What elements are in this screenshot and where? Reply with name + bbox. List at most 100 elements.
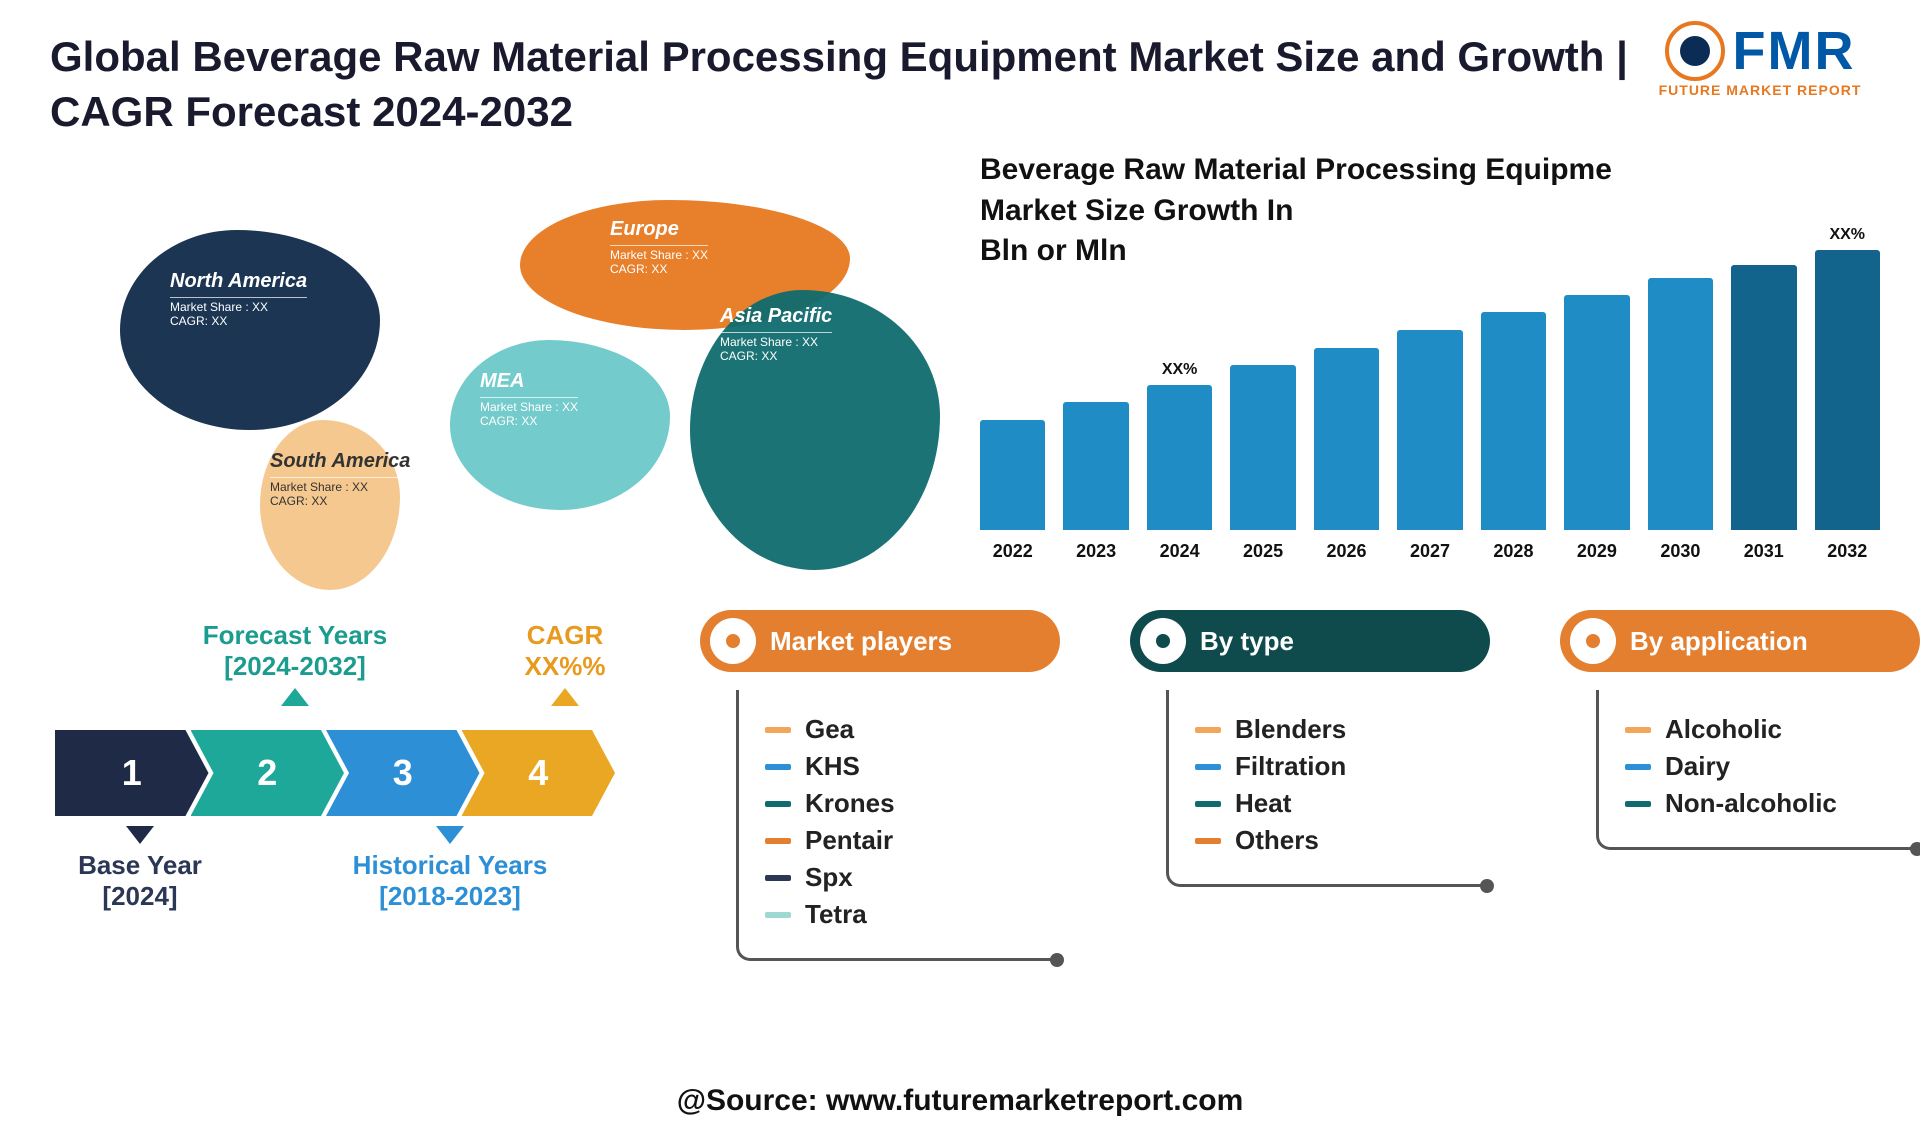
list-item: Tetra <box>765 899 1050 930</box>
region-name: North America <box>170 270 307 293</box>
hist-range: [2018-2023] <box>379 881 521 911</box>
region-cagr: CAGR: XX <box>170 314 307 328</box>
bullet-icon <box>765 801 791 807</box>
forecast-text: Forecast Years <box>203 620 388 650</box>
forecast-label: Forecast Years [2024-2032] <box>195 620 395 682</box>
list-item-label: Non-alcoholic <box>1665 788 1837 819</box>
list-item: Filtration <box>1195 751 1480 782</box>
bar-2032: XX% 2032 <box>1815 250 1880 530</box>
region-label: South America Market Share : XX CAGR: XX <box>270 450 410 508</box>
base-range: [2024] <box>102 881 177 911</box>
category-pill: By application <box>1560 610 1920 672</box>
list-item-label: Tetra <box>805 899 867 930</box>
arrow-up-icon <box>281 688 309 706</box>
bar-rect <box>1230 365 1295 530</box>
logo-icon <box>1665 21 1725 81</box>
bar-2027: 2027 <box>1397 330 1462 530</box>
bar-rect <box>980 420 1045 530</box>
arrow-down-icon <box>126 826 154 844</box>
source-attribution: @Source: www.futuremarketreport.com <box>677 1084 1244 1118</box>
growth-bar-chart: Beverage Raw Material Processing Equipme… <box>980 150 1880 570</box>
bar-year-label: 2027 <box>1410 541 1450 562</box>
timeline-segment-2: 2 <box>191 730 345 816</box>
bar-year-label: 2022 <box>993 541 1033 562</box>
bar-rect <box>1314 348 1379 530</box>
chart-title-line-1: Beverage Raw Material Processing Equipme <box>980 153 1612 186</box>
hist-text: Historical Years <box>353 850 548 880</box>
bar-rect <box>1063 402 1128 530</box>
list-item-label: Alcoholic <box>1665 714 1782 745</box>
list-item: Others <box>1195 825 1480 856</box>
timeline-segment-3: 3 <box>326 730 480 816</box>
region-cagr: CAGR: XX <box>610 262 708 276</box>
region-cagr: CAGR: XX <box>720 349 832 363</box>
bar-year-label: 2028 <box>1493 541 1533 562</box>
bar-rect <box>1147 385 1212 530</box>
pill-dot-icon <box>726 634 740 648</box>
list-item-label: Filtration <box>1235 751 1346 782</box>
region-name: MEA <box>480 370 578 393</box>
historical-years-label: Historical Years [2018-2023] <box>335 850 565 912</box>
list-item-label: Gea <box>805 714 854 745</box>
arrow-down-icon <box>436 826 464 844</box>
bullet-icon <box>1195 727 1221 733</box>
cagr-text: CAGR <box>527 620 604 650</box>
list-item: Spx <box>765 862 1050 893</box>
list-item: KHS <box>765 751 1050 782</box>
region-name: Europe <box>610 218 708 241</box>
bar-rect <box>1397 330 1462 530</box>
bullet-icon <box>1195 801 1221 807</box>
list-item-label: Others <box>1235 825 1319 856</box>
cagr-label: CAGR XX%% <box>495 620 635 682</box>
list-item: Gea <box>765 714 1050 745</box>
chart-title-line-2: Market Size Growth In <box>980 194 1293 227</box>
bullet-icon <box>1195 764 1221 770</box>
bar-2022: 2022 <box>980 420 1045 530</box>
bar-2026: 2026 <box>1314 348 1379 530</box>
category-pill: Market players <box>700 610 1060 672</box>
list-item: Dairy <box>1625 751 1910 782</box>
bar-2023: 2023 <box>1063 402 1128 530</box>
pill-dot-icon <box>1156 634 1170 648</box>
region-name: South America <box>270 450 410 473</box>
page-title: Global Beverage Raw Material Processing … <box>50 30 1630 139</box>
region-share: Market Share : XX <box>170 297 307 314</box>
region-share: Market Share : XX <box>480 397 578 414</box>
bullet-icon <box>1195 838 1221 844</box>
region-label: North America Market Share : XX CAGR: XX <box>170 270 307 328</box>
category-list: Blenders Filtration Heat Others <box>1166 690 1490 887</box>
timeline-segment-4: 4 <box>462 730 616 816</box>
list-item-label: Dairy <box>1665 751 1730 782</box>
cagr-value: XX%% <box>525 651 606 681</box>
list-item-label: Krones <box>805 788 895 819</box>
base-year-label: Base Year [2024] <box>55 850 225 912</box>
bar-2028: 2028 <box>1481 312 1546 530</box>
region-name: Asia Pacific <box>720 305 832 328</box>
list-item: Blenders <box>1195 714 1480 745</box>
list-item: Heat <box>1195 788 1480 819</box>
region-share: Market Share : XX <box>270 477 410 494</box>
category-by-application: By application Alcoholic Dairy Non-alcoholi… <box>1560 610 1920 961</box>
timeline-segment-1: 1 <box>55 730 209 816</box>
bar-value-label: XX% <box>1162 361 1198 379</box>
bar-rect <box>1815 250 1880 530</box>
pill-dot-icon <box>1586 634 1600 648</box>
page-header: Global Beverage Raw Material Processing … <box>50 30 1630 139</box>
bar-year-label: 2029 <box>1577 541 1617 562</box>
bullet-icon <box>1625 727 1651 733</box>
bar-2025: 2025 <box>1230 365 1295 530</box>
region-cagr: CAGR: XX <box>480 414 578 428</box>
bar-year-label: 2032 <box>1827 541 1867 562</box>
bullet-icon <box>765 875 791 881</box>
region-label: Europe Market Share : XX CAGR: XX <box>610 218 708 276</box>
bar-year-label: 2024 <box>1160 541 1200 562</box>
list-item-label: KHS <box>805 751 860 782</box>
world-map: North America Market Share : XX CAGR: XX… <box>50 170 950 590</box>
arrow-up-icon <box>551 688 579 706</box>
list-item: Alcoholic <box>1625 714 1910 745</box>
bar-rect <box>1648 278 1713 530</box>
bar-rect <box>1564 295 1629 530</box>
region-share: Market Share : XX <box>720 332 832 349</box>
bar-2031: 2031 <box>1731 265 1796 530</box>
bullet-icon <box>765 838 791 844</box>
